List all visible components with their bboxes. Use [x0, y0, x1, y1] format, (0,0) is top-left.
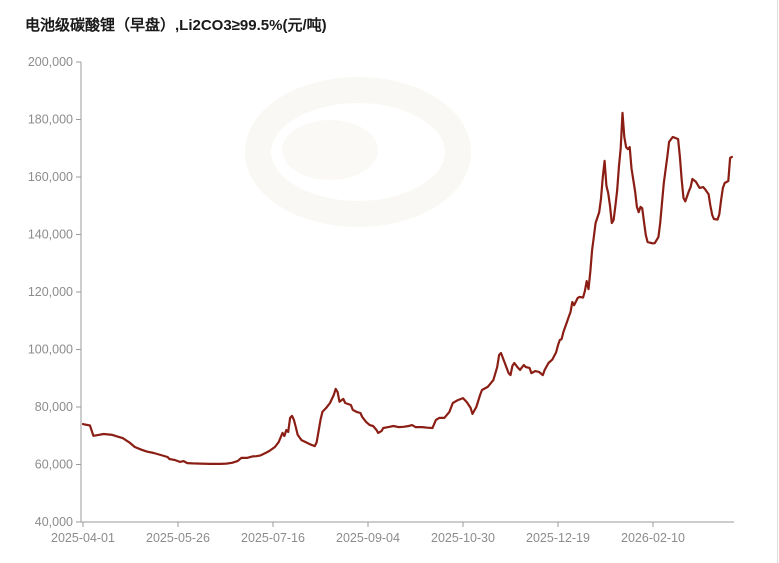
- x-tick-label: 2025-05-26: [146, 531, 210, 545]
- y-tick-label: 120,000: [28, 285, 73, 299]
- x-axis: 2025-04-01 2025-05-26 2025-07-16 2025-09-04…: [51, 522, 685, 545]
- y-tick-label: 180,000: [28, 113, 73, 127]
- x-tick-label: 2025-10-30: [431, 531, 495, 545]
- y-tick-label: 40,000: [35, 515, 73, 529]
- watermark-logo: [245, 77, 471, 227]
- x-tick-label: 2025-12-19: [526, 531, 590, 545]
- y-tick-label: 160,000: [28, 170, 73, 184]
- y-tick-label: 60,000: [35, 458, 73, 472]
- y-tick-label: 140,000: [28, 228, 73, 242]
- y-tick-label: 200,000: [28, 55, 73, 69]
- y-axis: 40,000 60,000 80,000 100,000 120,000 140,000 1…: [28, 55, 81, 529]
- x-tick-label: 2026-02-10: [621, 531, 685, 545]
- x-tick-label: 2025-09-04: [336, 531, 400, 545]
- x-tick-label: 2025-04-01: [51, 531, 115, 545]
- x-tick-label: 2025-07-16: [241, 531, 305, 545]
- y-tick-label: 80,000: [35, 400, 73, 414]
- panel-right-border: [777, 0, 778, 563]
- y-tick-label: 100,000: [28, 343, 73, 357]
- axes: [80, 62, 734, 523]
- chart-title: 电池级碳酸锂（早盘）,Li2CO3≥99.5%(元/吨): [25, 17, 327, 34]
- price-series-line: [81, 111, 734, 465]
